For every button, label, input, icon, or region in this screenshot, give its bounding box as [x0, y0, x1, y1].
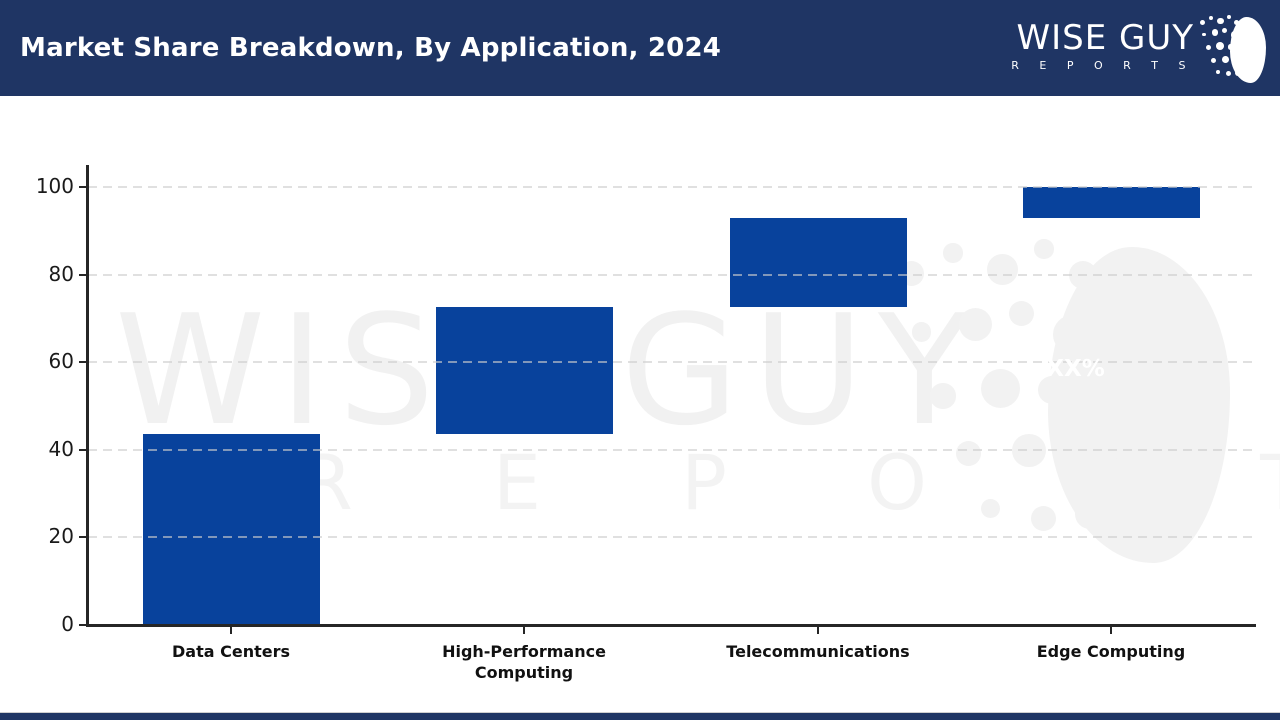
logo-wordmark: WISE GUY	[1016, 18, 1194, 58]
face-dot	[1206, 45, 1212, 51]
face-dot	[1227, 43, 1234, 50]
footer-bar	[0, 712, 1280, 720]
bar-high-performance-computing	[435, 307, 613, 435]
face-dot	[911, 322, 932, 342]
y-tick-mark	[79, 536, 87, 538]
face-dot	[1241, 54, 1249, 62]
face-dot	[980, 369, 1020, 409]
face-dot	[1216, 42, 1224, 51]
face-dot	[1113, 477, 1136, 500]
face-dot	[1226, 15, 1231, 19]
logo-subtitle: R E P O R T S	[1011, 59, 1194, 72]
face-dot	[1211, 29, 1219, 37]
gridline-40	[88, 448, 1252, 451]
face-dot	[1230, 31, 1239, 39]
y-tick-label: 80	[48, 261, 74, 286]
face-dot	[1034, 239, 1054, 259]
gridline-100	[88, 186, 1252, 188]
face-dot	[930, 383, 956, 409]
face-dot	[1221, 27, 1227, 33]
face-dot	[1031, 505, 1057, 531]
y-tick-label: 20	[48, 524, 74, 548]
bar-value-label: XX%	[1023, 187, 1280, 213]
y-tick-mark	[79, 273, 87, 276]
face-dot	[1037, 376, 1066, 405]
face-dot	[1075, 498, 1107, 530]
wise-guy-logo: WISE GUY R E P O R T S	[1006, 8, 1266, 90]
y-axis-line	[86, 165, 89, 626]
y-tick-label: 40	[48, 436, 74, 461]
face-dot	[1009, 300, 1035, 326]
face-dot	[1012, 433, 1046, 468]
bar-value-label: XX%	[730, 247, 1280, 273]
x-category-label: High-Performance Computing	[442, 642, 606, 682]
face-dot	[1081, 369, 1127, 414]
bar-value-label: XX%	[1046, 355, 1105, 382]
y-tick-label: 60	[48, 349, 74, 373]
x-tick-mark	[1110, 626, 1112, 634]
face-dot	[1235, 69, 1242, 76]
y-tick-label: 100	[35, 174, 74, 198]
face-dot	[1062, 448, 1091, 477]
header-banner: Market Share Breakdown, By Application, …	[0, 0, 1280, 96]
page-title: Market Share Breakdown, By Application, …	[20, 33, 722, 63]
y-tick-mark	[79, 186, 87, 188]
face-dot	[955, 441, 981, 467]
gridline-60	[88, 361, 1252, 363]
gridline-20	[88, 536, 1252, 538]
x-category-label: Edge Computing	[1036, 642, 1186, 661]
watermark-face-icon	[880, 225, 1230, 585]
face-dot	[1202, 32, 1207, 37]
face-dot	[1222, 56, 1230, 63]
bar-value-label: 43.5%	[742, 514, 823, 541]
logo-face-icon	[1196, 12, 1266, 88]
bar-data-centers	[142, 434, 320, 625]
face-dot	[1216, 69, 1221, 74]
x-tick-mark	[230, 626, 232, 634]
face-dot	[1232, 59, 1239, 65]
bar-telecommunications	[729, 217, 907, 308]
face-dot	[1119, 347, 1145, 373]
face-dot	[1053, 315, 1093, 355]
face-dot	[1094, 293, 1120, 319]
face-dot	[1238, 26, 1244, 32]
face-dot	[1236, 42, 1246, 52]
y-tick-mark	[79, 361, 87, 363]
face-dot	[1226, 71, 1232, 77]
face-dot	[987, 253, 1018, 285]
face-dot	[943, 243, 963, 263]
logo-text: WISE GUY R E P O R T S	[1011, 20, 1194, 72]
face-dot	[1208, 15, 1213, 20]
face-dot	[958, 307, 993, 342]
bar-edge-computing	[1022, 187, 1200, 218]
y-tick-mark	[79, 623, 87, 626]
face-dot	[1242, 65, 1248, 70]
face-dot	[1106, 426, 1141, 461]
face-dot	[1211, 57, 1217, 63]
y-tick-label: 0	[61, 611, 74, 636]
x-axis-line	[86, 624, 1256, 627]
face-dot	[1199, 19, 1205, 25]
x-category-label: Telecommunications	[726, 642, 910, 661]
x-tick-mark	[817, 626, 819, 634]
x-tick-mark	[523, 626, 525, 634]
face-dot	[1243, 37, 1249, 43]
face-dot	[980, 498, 1001, 519]
x-category-label: Data Centers	[172, 642, 290, 661]
y-tick-mark	[79, 448, 87, 451]
gridline-80	[88, 273, 1252, 276]
face-dot	[1217, 18, 1224, 25]
face-dot	[1233, 19, 1240, 26]
